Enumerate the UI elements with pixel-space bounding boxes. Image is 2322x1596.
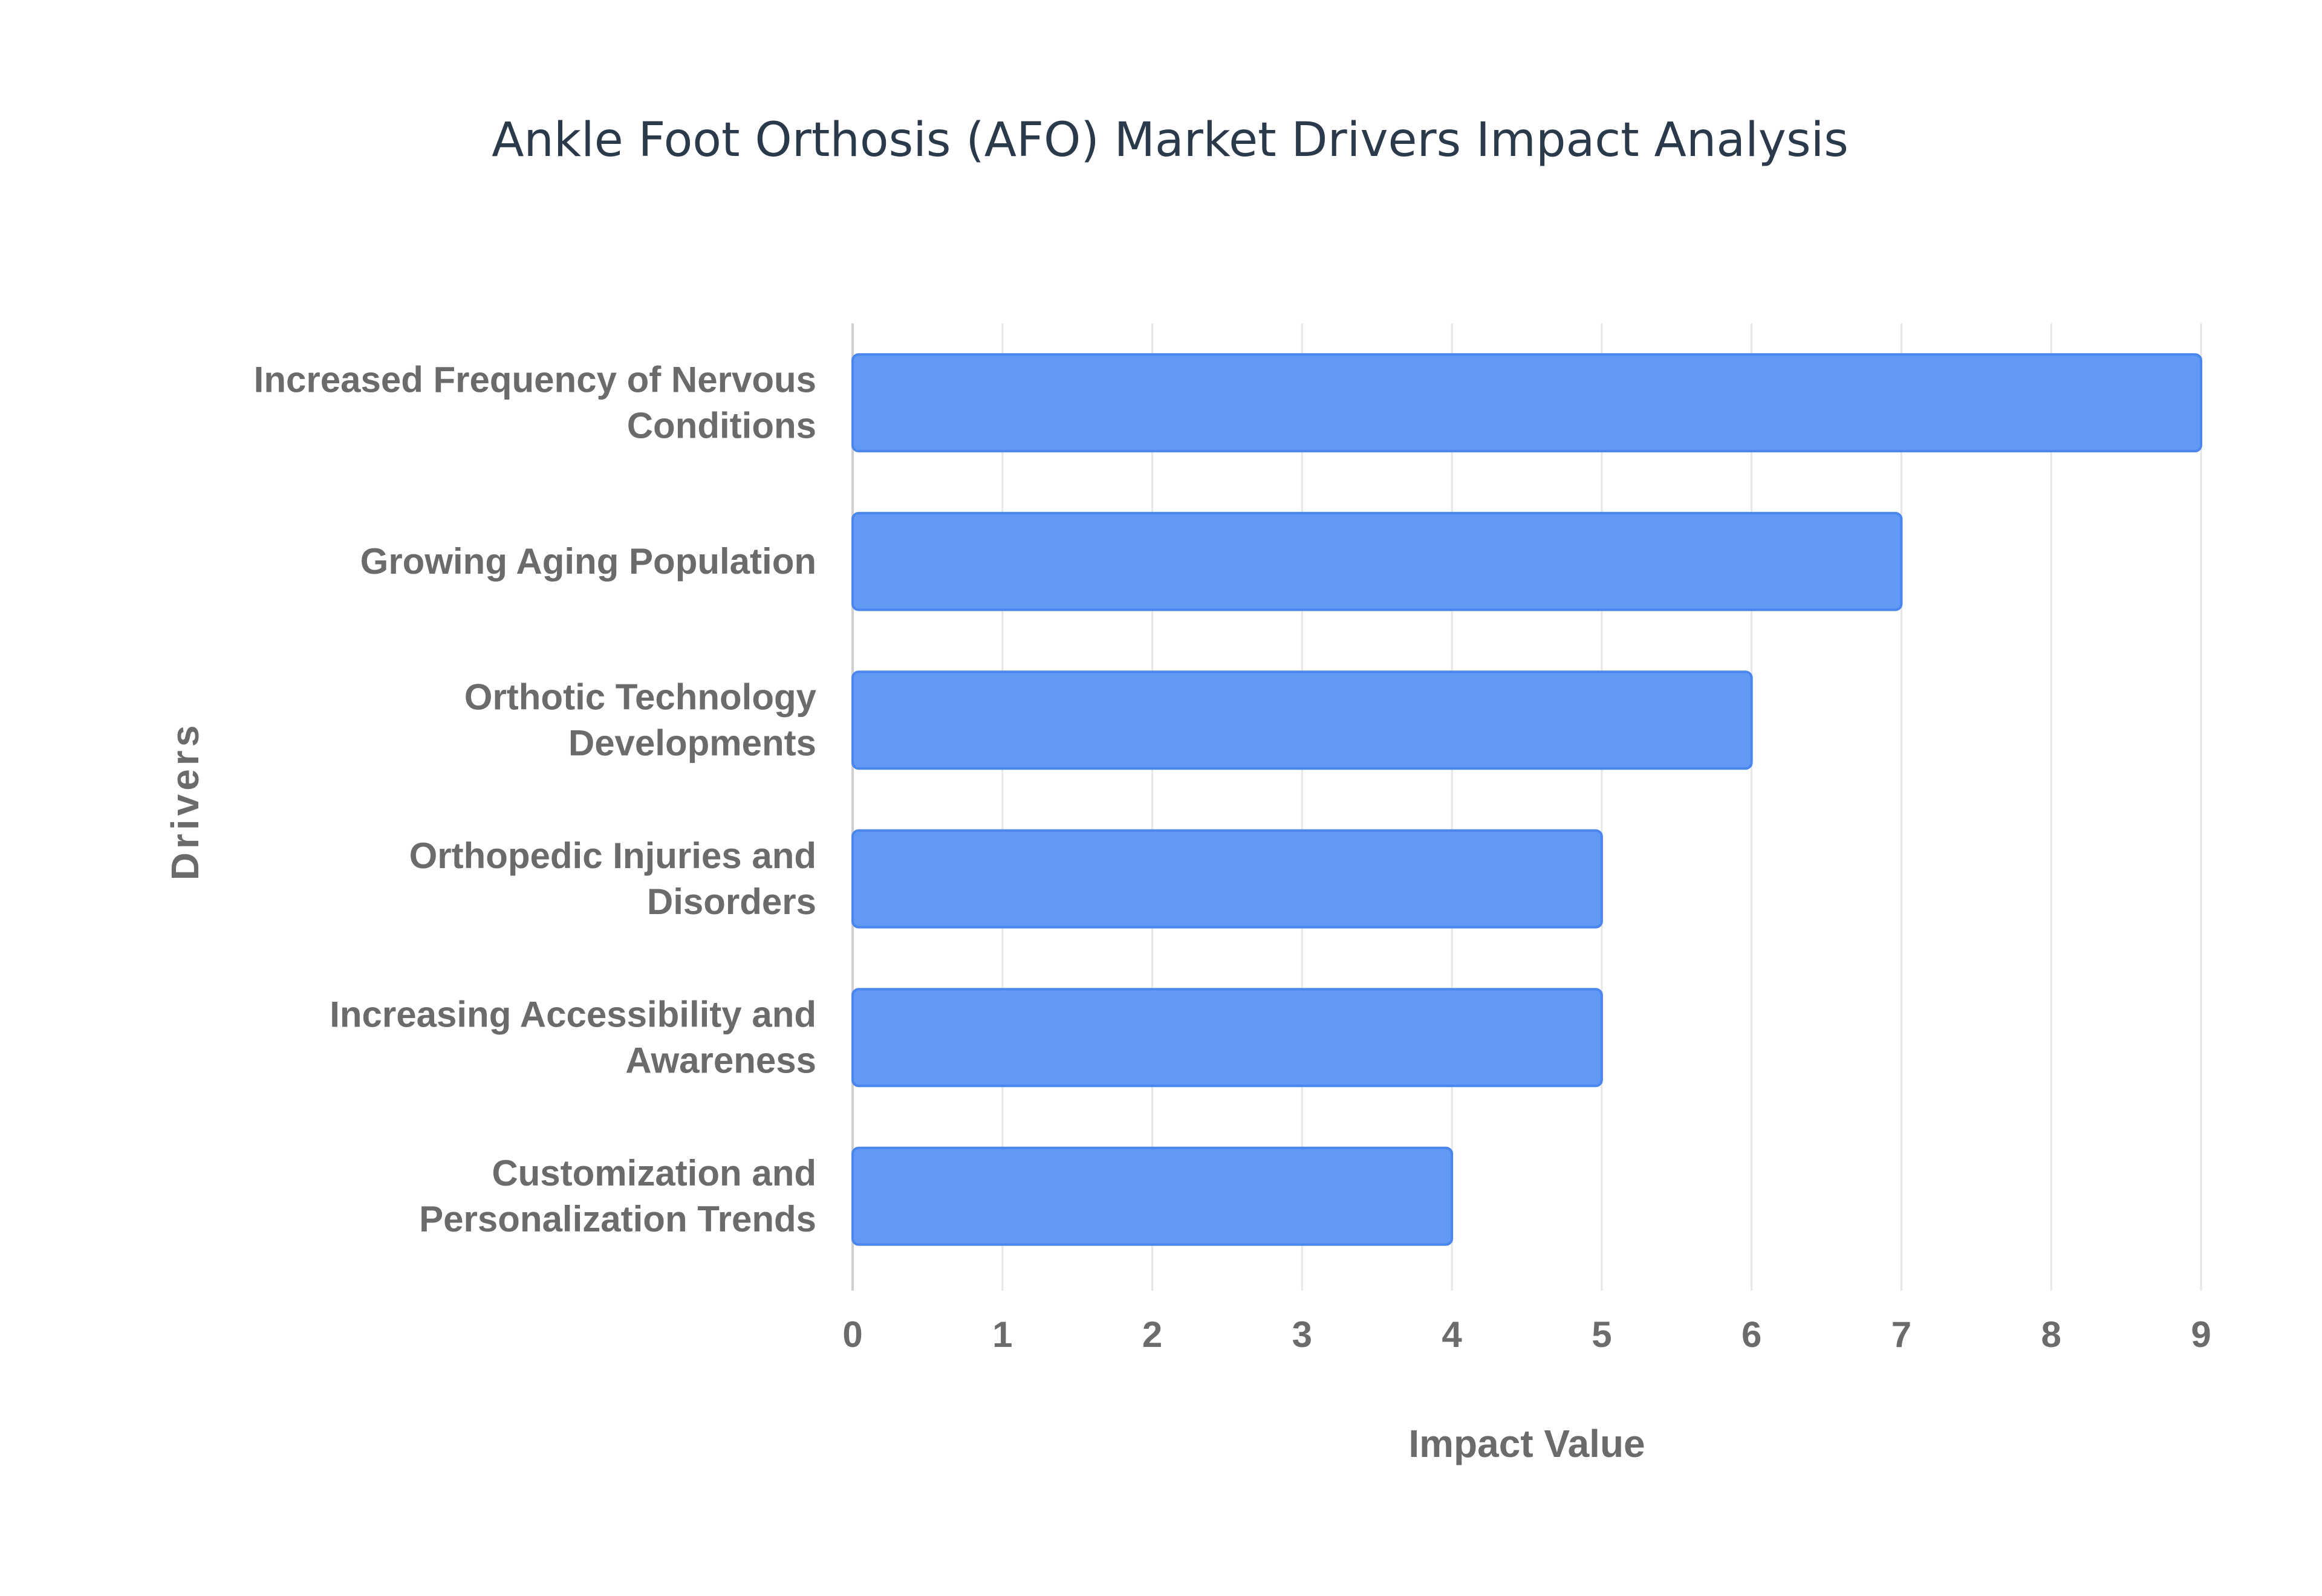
y-tick-label-line: Personalization Trends <box>419 1199 816 1239</box>
y-tick-label-line: Growing Aging Population <box>360 541 816 582</box>
y-axis-title: Drivers <box>163 722 207 881</box>
x-tick-label: 0 <box>842 1314 862 1355</box>
x-axis: 0 1 2 3 4 5 6 7 8 9 <box>842 1314 2211 1355</box>
y-tick-label-line: Orthopedic Injuries and <box>409 835 816 876</box>
x-tick-label: 6 <box>1742 1314 1761 1355</box>
bar <box>851 1146 1454 1246</box>
y-tick-label-line: Conditions <box>627 405 816 446</box>
y-tick-label-line: Orthotic Technology <box>464 676 817 717</box>
x-tick-label: 7 <box>1891 1314 1911 1355</box>
bar <box>851 353 2202 453</box>
x-tick-label: 5 <box>1592 1314 1611 1355</box>
y-tick-label: Increased Frequency of Nervous Conditions <box>254 359 816 446</box>
chart-title: Ankle Foot Orthosis (AFO) Market Drivers… <box>492 113 1849 167</box>
y-tick-label-line: Increased Frequency of Nervous <box>254 359 816 400</box>
y-tick-label-line: Developments <box>568 722 816 763</box>
y-tick-label-line: Awareness <box>625 1040 816 1080</box>
x-tick-label: 3 <box>1292 1314 1312 1355</box>
y-tick-label-line: Customization and <box>492 1153 816 1193</box>
x-tick-label: 1 <box>992 1314 1012 1355</box>
x-axis-title: Impact Value <box>1408 1422 1645 1465</box>
bars <box>851 353 2202 1246</box>
y-tick-label-line: Increasing Accessibility and <box>330 994 816 1034</box>
x-tick-label: 4 <box>1442 1314 1462 1355</box>
bar <box>851 511 1903 611</box>
y-tick-label: Orthopedic Injuries and Disorders <box>409 835 816 922</box>
y-axis: Increased Frequency of Nervous Conditions… <box>254 359 817 1239</box>
y-tick-label: Increasing Accessibility and Awareness <box>330 994 816 1080</box>
y-tick-label-line: Disorders <box>647 881 816 922</box>
y-tick-label: Growing Aging Population <box>360 541 816 582</box>
x-tick-label: 2 <box>1142 1314 1162 1355</box>
x-tick-label: 9 <box>2191 1314 2211 1355</box>
y-tick-label: Customization and Personalization Trends <box>419 1153 816 1239</box>
grid-lines <box>851 323 2202 1291</box>
bar <box>851 829 1603 929</box>
bar <box>851 670 1753 770</box>
y-tick-label: Orthotic Technology Developments <box>464 676 817 763</box>
bar <box>851 988 1603 1088</box>
x-tick-label: 8 <box>2041 1314 2061 1355</box>
